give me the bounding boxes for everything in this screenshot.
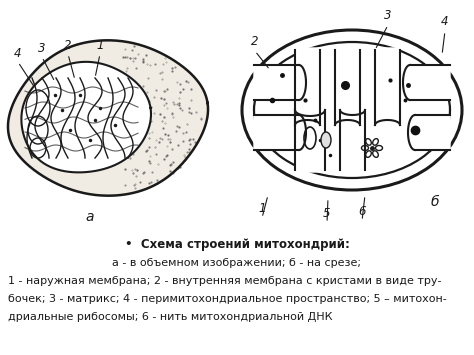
Text: 1: 1 [96,39,104,52]
Text: бочек; 3 - матрикс; 4 - перимитохондриальное пространство; 5 – митохон-: бочек; 3 - матрикс; 4 - перимитохондриал… [8,294,447,304]
Polygon shape [295,48,320,125]
Polygon shape [254,65,306,100]
Polygon shape [408,115,450,150]
Polygon shape [335,48,360,125]
Text: 4: 4 [14,47,22,60]
Polygon shape [21,62,151,173]
Text: 6: 6 [358,205,366,218]
Polygon shape [295,110,325,172]
Polygon shape [8,40,208,196]
Text: 1 - наружная мембрана; 2 - внутренняя мембрана с кристами в виде тру-: 1 - наружная мембрана; 2 - внутренняя ме… [8,276,441,286]
Text: б: б [431,195,439,209]
Text: дриальные рибосомы; 6 - нить митохондриальной ДНК: дриальные рибосомы; 6 - нить митохондриа… [8,312,332,322]
Text: 3: 3 [384,9,392,22]
Ellipse shape [321,132,331,148]
Text: 2: 2 [64,39,72,52]
Text: а: а [86,210,94,224]
Text: 3: 3 [38,42,46,55]
Text: •  Схема строений митохондрий:: • Схема строений митохондрий: [125,238,349,251]
Ellipse shape [242,30,462,190]
Text: 4: 4 [441,15,449,28]
Polygon shape [254,115,306,150]
Text: а - в объемном изображении; б - на срезе;: а - в объемном изображении; б - на срезе… [112,258,362,268]
Text: 1: 1 [258,202,266,215]
Polygon shape [375,48,400,125]
Text: 2: 2 [251,35,259,48]
Text: 5: 5 [323,207,331,220]
Polygon shape [403,65,450,100]
Polygon shape [340,110,365,172]
